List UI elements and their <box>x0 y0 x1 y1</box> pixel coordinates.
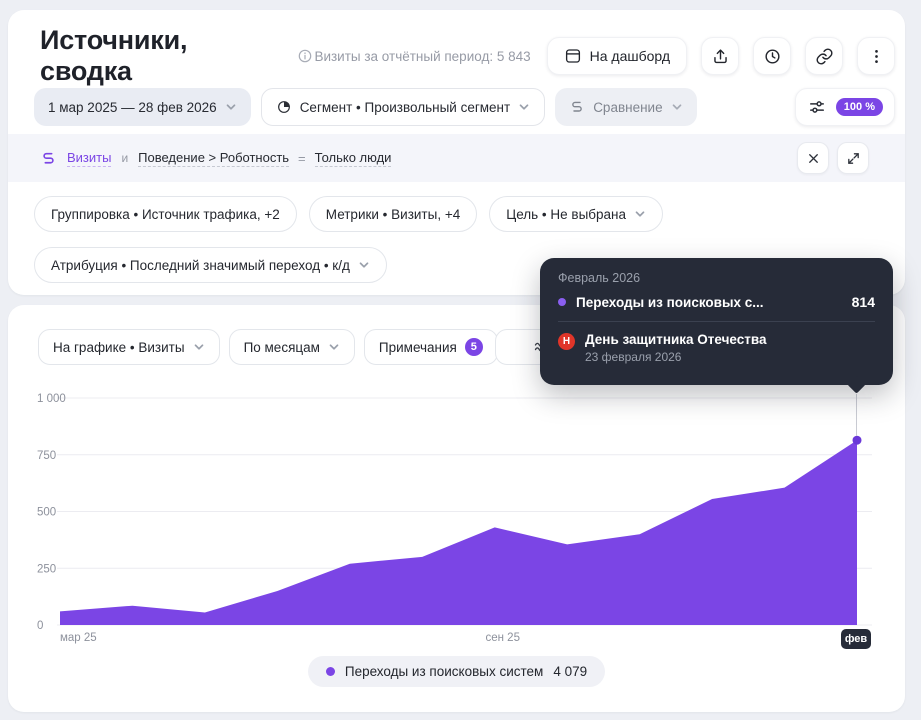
more-actions-button[interactable] <box>857 37 896 75</box>
legend-value: 4 079 <box>553 664 588 679</box>
svg-text:1 000: 1 000 <box>37 393 66 405</box>
segment-label: Сегмент • Произвольный сегмент <box>299 99 511 115</box>
x-axis-hover-tag: фев <box>841 629 871 649</box>
svg-text:750: 750 <box>37 450 56 462</box>
segment-selector[interactable]: Сегмент • Произвольный сегмент <box>260 88 546 126</box>
tooltip-series-value: 814 <box>851 294 875 310</box>
history-button[interactable] <box>753 37 792 75</box>
sampling-control[interactable]: 100 % <box>794 88 895 126</box>
compare-segments-icon <box>40 150 57 167</box>
legend-dot-icon <box>325 667 335 676</box>
to-dashboard-button[interactable]: На дашборд <box>546 37 688 75</box>
attribution-label: Атрибуция • Последний значимый переход •… <box>51 257 350 273</box>
period-label: По месяцам <box>243 339 320 355</box>
svg-text:мар 25: мар 25 <box>60 632 97 644</box>
metrics-label: Метрики • Визиты, +4 <box>325 206 461 222</box>
sampling-badge: 100 % <box>835 98 883 116</box>
grouping-chip[interactable]: Группировка • Источник трафика, +2 <box>34 196 297 232</box>
svg-text:250: 250 <box>37 563 56 575</box>
expand-icon <box>847 152 859 164</box>
attribution-chip[interactable]: Атрибуция • Последний значимый переход •… <box>34 247 387 283</box>
tooltip-note-row: Н День защитника Отечества 23 февраля 20… <box>558 332 875 364</box>
visits-summary: Визиты за отчётный период: 5 843 <box>314 48 531 64</box>
holiday-badge-icon: Н <box>558 333 575 350</box>
segment-condition-path[interactable]: Поведение > Роботность <box>138 149 290 167</box>
dashboard-icon <box>564 47 582 65</box>
sliders-icon <box>807 97 827 117</box>
link-icon <box>815 47 834 66</box>
notes-label: Примечания <box>378 339 457 355</box>
tooltip-note-date: 23 февраля 2026 <box>585 350 682 364</box>
filter-chips-row: 1 мар 2025 — 28 фев 2026 Сегмент • Произ… <box>34 88 697 126</box>
tooltip-divider <box>558 321 875 322</box>
kebab-menu-icon <box>867 47 886 66</box>
goal-chip[interactable]: Цель • Не выбрана <box>489 196 663 232</box>
on-chart-metric-selector[interactable]: На графике • Визиты <box>38 329 220 365</box>
copy-link-button[interactable] <box>805 37 844 75</box>
goal-label: Цель • Не выбрана <box>506 206 626 222</box>
clear-segment-button[interactable] <box>797 142 829 174</box>
svg-text:0: 0 <box>37 620 43 632</box>
visits-area-chart[interactable]: 0 250 500 750 1 000 мар 25 сен 25 <box>8 390 905 648</box>
upload-icon <box>711 47 730 66</box>
tooltip-period: Февраль 2026 <box>558 271 641 285</box>
segmentation-bar: Визиты и Поведение > Роботность = Только… <box>8 134 905 182</box>
legend-item-search-traffic[interactable]: Переходы из поисковых систем 4 079 <box>307 656 606 687</box>
grouping-label: Группировка • Источник трафика, +2 <box>51 206 280 222</box>
segment-conjunction: и <box>121 151 129 165</box>
on-chart-label: На графике • Визиты <box>53 339 185 355</box>
svg-text:сен 25: сен 25 <box>485 632 519 644</box>
hover-crosshair-line <box>856 394 857 436</box>
date-range-selector[interactable]: 1 мар 2025 — 28 фев 2026 <box>34 88 251 126</box>
report-header-card: Источники, сводка Визиты за отчётный пер… <box>8 10 905 295</box>
legend-label: Переходы из поисковых систем <box>344 664 544 679</box>
expand-segment-button[interactable] <box>837 142 869 174</box>
comparison-label: Сравнение <box>593 99 663 115</box>
chevron-down-icon <box>672 104 681 110</box>
segment-condition-value[interactable]: Только люди <box>314 149 392 167</box>
chevron-down-icon <box>635 211 645 217</box>
series-dot-icon <box>558 298 566 306</box>
export-button[interactable] <box>701 37 740 75</box>
legend-row: Переходы из поисковых систем 4 079 <box>8 656 905 687</box>
segment-metric[interactable]: Визиты <box>67 149 112 167</box>
tooltip-series-row: Переходы из поисковых с... 814 <box>558 294 875 310</box>
chart-tooltip: Февраль 2026 Переходы из поисковых с... … <box>540 258 893 385</box>
chevron-down-icon <box>329 344 339 350</box>
info-icon[interactable] <box>296 47 314 65</box>
notes-button[interactable]: Примечания 5 <box>363 329 498 365</box>
date-range-label: 1 мар 2025 — 28 фев 2026 <box>48 99 217 115</box>
title-row: Источники, сводка Визиты за отчётный пер… <box>40 25 896 86</box>
to-dashboard-label: На дашборд <box>589 48 671 64</box>
tooltip-series-label: Переходы из поисковых с... <box>576 294 764 310</box>
segment-operator: = <box>298 150 306 166</box>
tooltip-note-title: День защитника Отечества <box>585 332 767 347</box>
metrics-chip[interactable]: Метрики • Визиты, +4 <box>308 196 478 232</box>
close-icon <box>808 153 818 163</box>
comparison-selector[interactable]: Сравнение <box>555 88 697 126</box>
notes-count-badge: 5 <box>464 338 483 356</box>
chevron-down-icon <box>519 104 529 110</box>
page-title: Источники, сводка <box>40 25 188 86</box>
svg-text:500: 500 <box>37 507 56 519</box>
chart-controls-row: На графике • Визиты По месяцам Примечани… <box>38 329 498 365</box>
compare-segments-icon <box>569 99 585 115</box>
chevron-down-icon <box>226 104 236 110</box>
chevron-down-icon <box>194 344 203 350</box>
chevron-down-icon <box>359 262 369 268</box>
report-settings-chips: Группировка • Источник трафика, +2 Метри… <box>34 196 663 283</box>
period-selector[interactable]: По месяцам <box>228 329 355 365</box>
pie-segment-icon <box>276 99 292 115</box>
clock-icon <box>763 47 782 66</box>
